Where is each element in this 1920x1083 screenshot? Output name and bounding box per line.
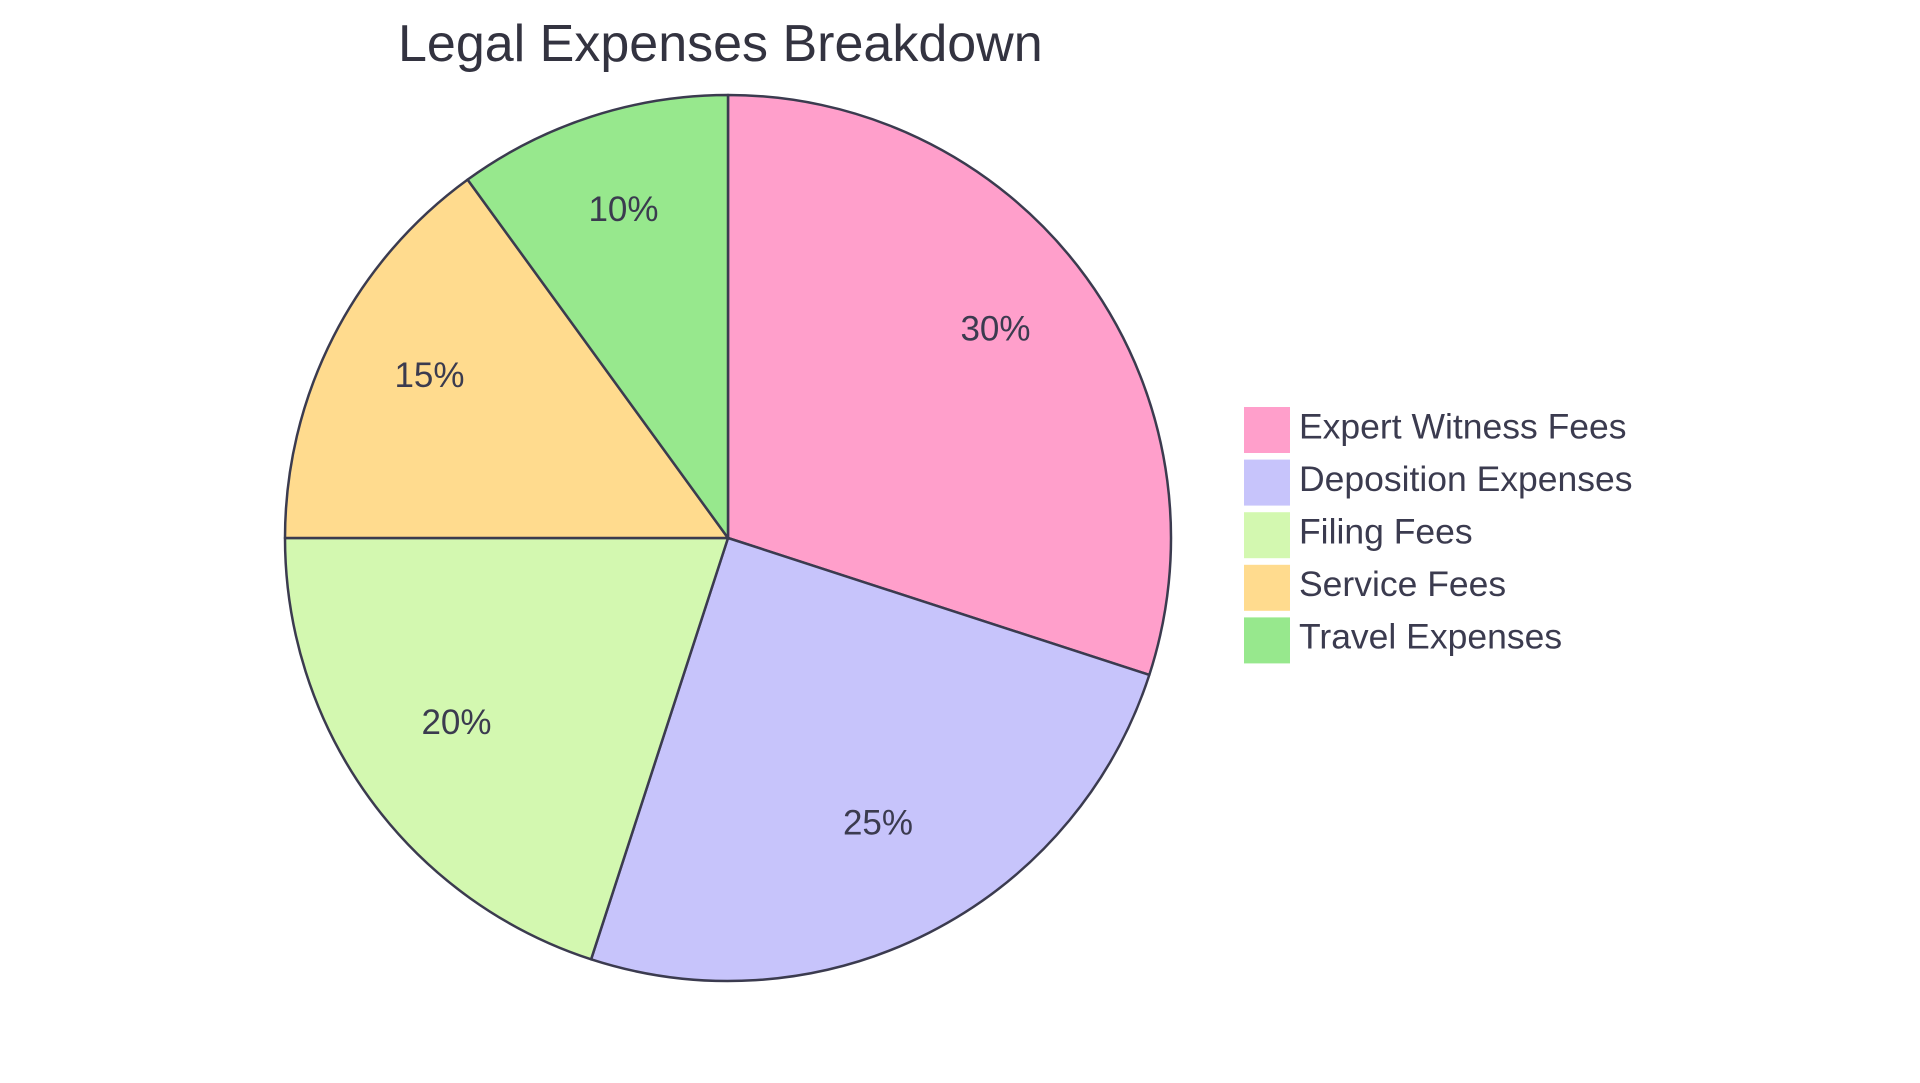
- svg-text:Service Fees: Service Fees: [1299, 564, 1506, 604]
- svg-text:Expert Witness Fees: Expert Witness Fees: [1299, 406, 1627, 446]
- svg-text:25%: 25%: [843, 804, 913, 843]
- svg-text:10%: 10%: [588, 190, 658, 229]
- svg-text:Filing Fees: Filing Fees: [1299, 512, 1473, 552]
- svg-text:Deposition Expenses: Deposition Expenses: [1299, 459, 1633, 499]
- svg-text:Travel Expenses: Travel Expenses: [1299, 617, 1562, 657]
- svg-text:15%: 15%: [394, 356, 464, 395]
- svg-text:30%: 30%: [960, 310, 1030, 349]
- svg-text:20%: 20%: [421, 703, 491, 742]
